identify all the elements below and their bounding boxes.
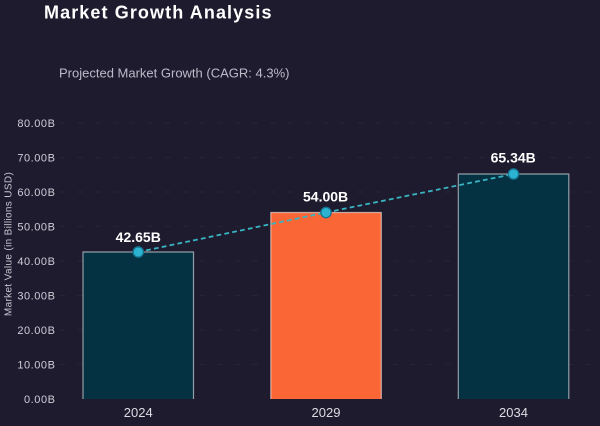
svg-text:Market Value (in Billions USD): Market Value (in Billions USD)	[3, 172, 14, 316]
svg-text:54.00B: 54.00B	[303, 189, 348, 205]
svg-text:70.00B: 70.00B	[17, 153, 55, 165]
svg-text:Market Growth Analysis: Market Growth Analysis	[44, 2, 273, 22]
svg-text:40.00B: 40.00B	[17, 256, 55, 268]
svg-text:30.00B: 30.00B	[17, 291, 55, 303]
svg-text:Projected Market Growth (CAGR:: Projected Market Growth (CAGR: 4.3%)	[59, 65, 289, 80]
svg-text:42.65B: 42.65B	[116, 229, 161, 245]
svg-text:65.34B: 65.34B	[491, 150, 536, 166]
svg-text:50.00B: 50.00B	[17, 222, 55, 234]
svg-text:80.00B: 80.00B	[17, 118, 55, 130]
svg-text:60.00B: 60.00B	[17, 187, 55, 199]
svg-text:2034: 2034	[499, 405, 528, 420]
svg-text:0.00B: 0.00B	[24, 394, 56, 406]
svg-text:10.00B: 10.00B	[17, 360, 55, 372]
svg-text:2024: 2024	[124, 405, 153, 420]
svg-text:2029: 2029	[312, 405, 341, 420]
svg-text:20.00B: 20.00B	[17, 325, 55, 337]
